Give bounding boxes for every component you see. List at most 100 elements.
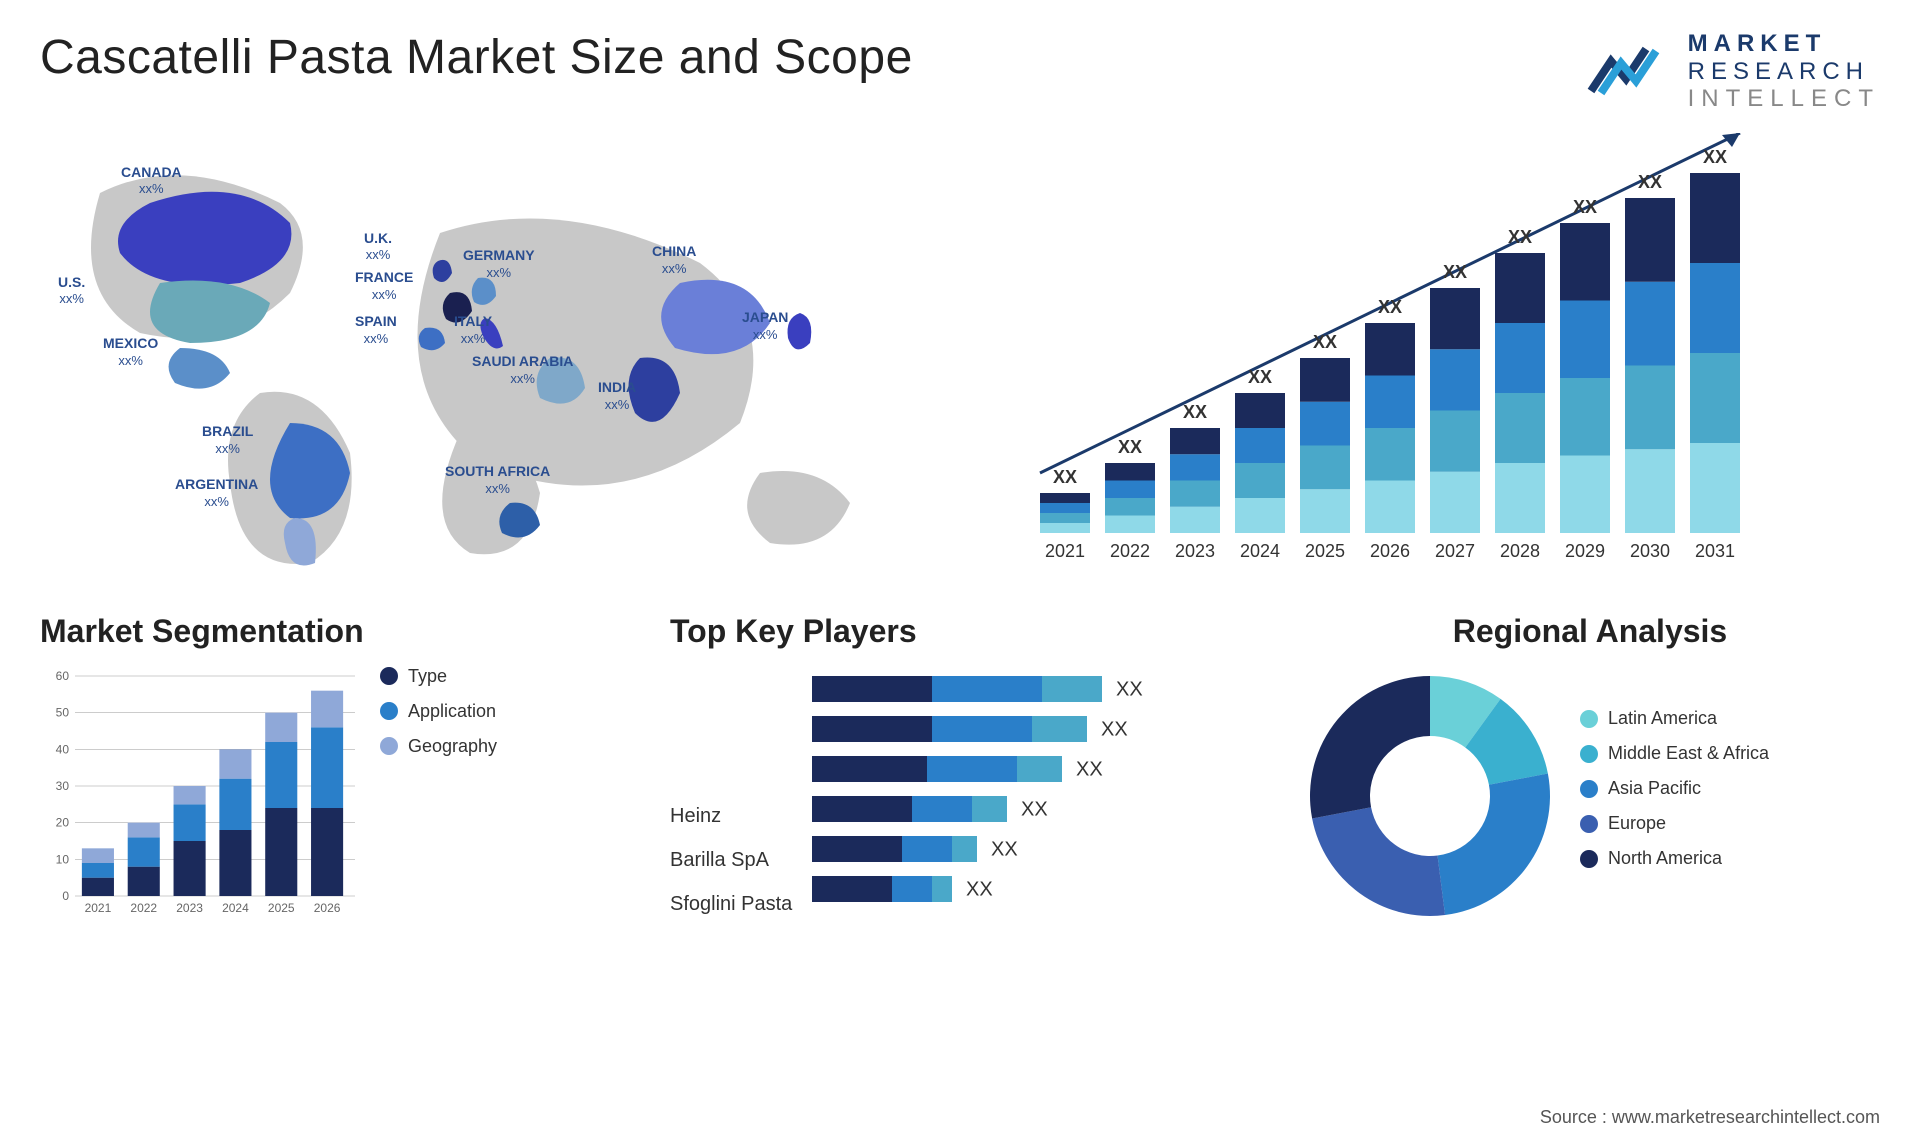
legend-dot-icon (380, 702, 398, 720)
legend-dot-icon (1580, 815, 1598, 833)
map-label: FRANCExx% (355, 269, 413, 303)
svg-text:2028: 2028 (1500, 541, 1540, 561)
key-players-chart: XXXXXXXXXXXX (812, 666, 1192, 926)
svg-text:XX: XX (1116, 678, 1143, 700)
regional-legend: Latin America Middle East & Africa Asia Pa… (1580, 708, 1769, 883)
legend-dot-icon (1580, 850, 1598, 868)
svg-text:XX: XX (1313, 332, 1337, 352)
svg-text:2030: 2030 (1630, 541, 1670, 561)
logo-text: MARKET RESEARCH INTELLECT (1688, 30, 1880, 113)
svg-text:XX: XX (991, 838, 1018, 860)
legend-item: Latin America (1580, 708, 1769, 729)
legend-item: Type (380, 666, 497, 687)
regional-panel: Regional Analysis Latin AmericaMiddle Ea… (1300, 613, 1880, 926)
legend-label: Application (408, 701, 496, 722)
player-name: Heinz (670, 794, 792, 838)
svg-text:2022: 2022 (1110, 541, 1150, 561)
svg-text:2025: 2025 (1305, 541, 1345, 561)
svg-text:2024: 2024 (1240, 541, 1280, 561)
svg-text:40: 40 (56, 742, 70, 756)
svg-text:20: 20 (56, 815, 70, 829)
svg-text:2029: 2029 (1565, 541, 1605, 561)
player-names: HeinzBarilla SpASfoglini Pasta (670, 794, 792, 926)
header: Cascatelli Pasta Market Size and Scope M… (40, 30, 1880, 113)
svg-text:2031: 2031 (1695, 541, 1735, 561)
svg-text:XX: XX (1183, 402, 1207, 422)
segmentation-panel: Market Segmentation 01020304050602021202… (40, 613, 620, 926)
world-map: CANADAxx%U.S.xx%MEXICOxx%BRAZILxx%ARGENT… (40, 133, 940, 573)
svg-text:50: 50 (56, 705, 70, 719)
svg-text:60: 60 (56, 669, 70, 683)
legend-dot-icon (380, 667, 398, 685)
segmentation-title: Market Segmentation (40, 613, 620, 650)
legend-dot-icon (1580, 710, 1598, 728)
map-label: MEXICOxx% (103, 335, 158, 369)
svg-text:0: 0 (62, 889, 69, 903)
map-label: SAUDI ARABIAxx% (472, 353, 573, 387)
svg-text:XX: XX (1248, 367, 1272, 387)
svg-text:2025: 2025 (268, 901, 295, 915)
legend-item: North America (1580, 848, 1769, 869)
legend-label: Latin America (1608, 708, 1717, 729)
svg-text:XX: XX (1703, 147, 1727, 167)
bottom-row: Market Segmentation 01020304050602021202… (40, 613, 1880, 926)
svg-text:30: 30 (56, 779, 70, 793)
svg-text:2026: 2026 (1370, 541, 1410, 561)
legend-label: Europe (1608, 813, 1666, 834)
player-name: Sfoglini Pasta (670, 882, 792, 926)
map-label: CANADAxx% (121, 164, 182, 198)
player-name: Barilla SpA (670, 838, 792, 882)
legend-item: Middle East & Africa (1580, 743, 1769, 764)
top-row: CANADAxx%U.S.xx%MEXICOxx%BRAZILxx%ARGENT… (40, 133, 1880, 573)
segmentation-legend: Type Application Geography (380, 666, 497, 771)
legend-item: Application (380, 701, 497, 722)
map-label: BRAZILxx% (202, 423, 253, 457)
legend-item: Geography (380, 736, 497, 757)
svg-text:2024: 2024 (222, 901, 249, 915)
svg-text:XX: XX (1378, 297, 1402, 317)
growth-chart: XX 2021 XX 2022 XX 2023 XX 2024 XX 2025 XX 2026 XX 20… (980, 133, 1880, 573)
svg-text:XX: XX (1101, 718, 1128, 740)
legend-item: Europe (1580, 813, 1769, 834)
segmentation-chart: 0102030405060202120222023202420252026 (40, 666, 360, 926)
svg-text:2022: 2022 (130, 901, 157, 915)
growth-chart-svg: XX 2021 XX 2022 XX 2023 XX 2024 XX 2025 XX 2026 XX 20… (980, 133, 1880, 573)
country-mexico (169, 348, 230, 389)
legend-label: Geography (408, 736, 497, 757)
map-label: JAPANxx% (742, 309, 788, 343)
svg-text:XX: XX (1573, 197, 1597, 217)
key-players-panel: Top Key Players HeinzBarilla SpASfoglini… (670, 613, 1250, 926)
page-title: Cascatelli Pasta Market Size and Scope (40, 30, 913, 85)
regional-donut (1300, 666, 1560, 926)
svg-text:XX: XX (1443, 262, 1467, 282)
country-japan (788, 313, 812, 349)
legend-dot-icon (380, 737, 398, 755)
map-label: INDIAxx% (598, 379, 636, 413)
svg-text:2023: 2023 (176, 901, 203, 915)
svg-text:XX: XX (1076, 758, 1103, 780)
legend-item: Asia Pacific (1580, 778, 1769, 799)
svg-text:XX: XX (1118, 437, 1142, 457)
svg-text:2021: 2021 (1045, 541, 1085, 561)
svg-text:2021: 2021 (85, 901, 112, 915)
map-label: U.S.xx% (58, 274, 85, 308)
key-players-title: Top Key Players (670, 613, 1250, 650)
logo-line-2: RESEARCH (1688, 58, 1880, 86)
map-label: SPAINxx% (355, 313, 397, 347)
map-label: GERMANYxx% (463, 247, 535, 281)
source-text: Source : www.marketresearchintellect.com (1540, 1107, 1880, 1128)
svg-text:XX: XX (966, 878, 993, 900)
logo-line-1: MARKET (1688, 30, 1880, 58)
logo: MARKET RESEARCH INTELLECT (1586, 30, 1880, 113)
logo-line-3: INTELLECT (1688, 85, 1880, 113)
svg-text:2026: 2026 (314, 901, 341, 915)
map-label: U.K.xx% (364, 230, 392, 264)
svg-text:2023: 2023 (1175, 541, 1215, 561)
map-label: SOUTH AFRICAxx% (445, 463, 550, 497)
logo-icon (1586, 41, 1676, 101)
legend-dot-icon (1580, 780, 1598, 798)
svg-text:XX: XX (1638, 172, 1662, 192)
legend-label: Asia Pacific (1608, 778, 1701, 799)
svg-text:XX: XX (1508, 227, 1532, 247)
map-label: CHINAxx% (652, 243, 696, 277)
